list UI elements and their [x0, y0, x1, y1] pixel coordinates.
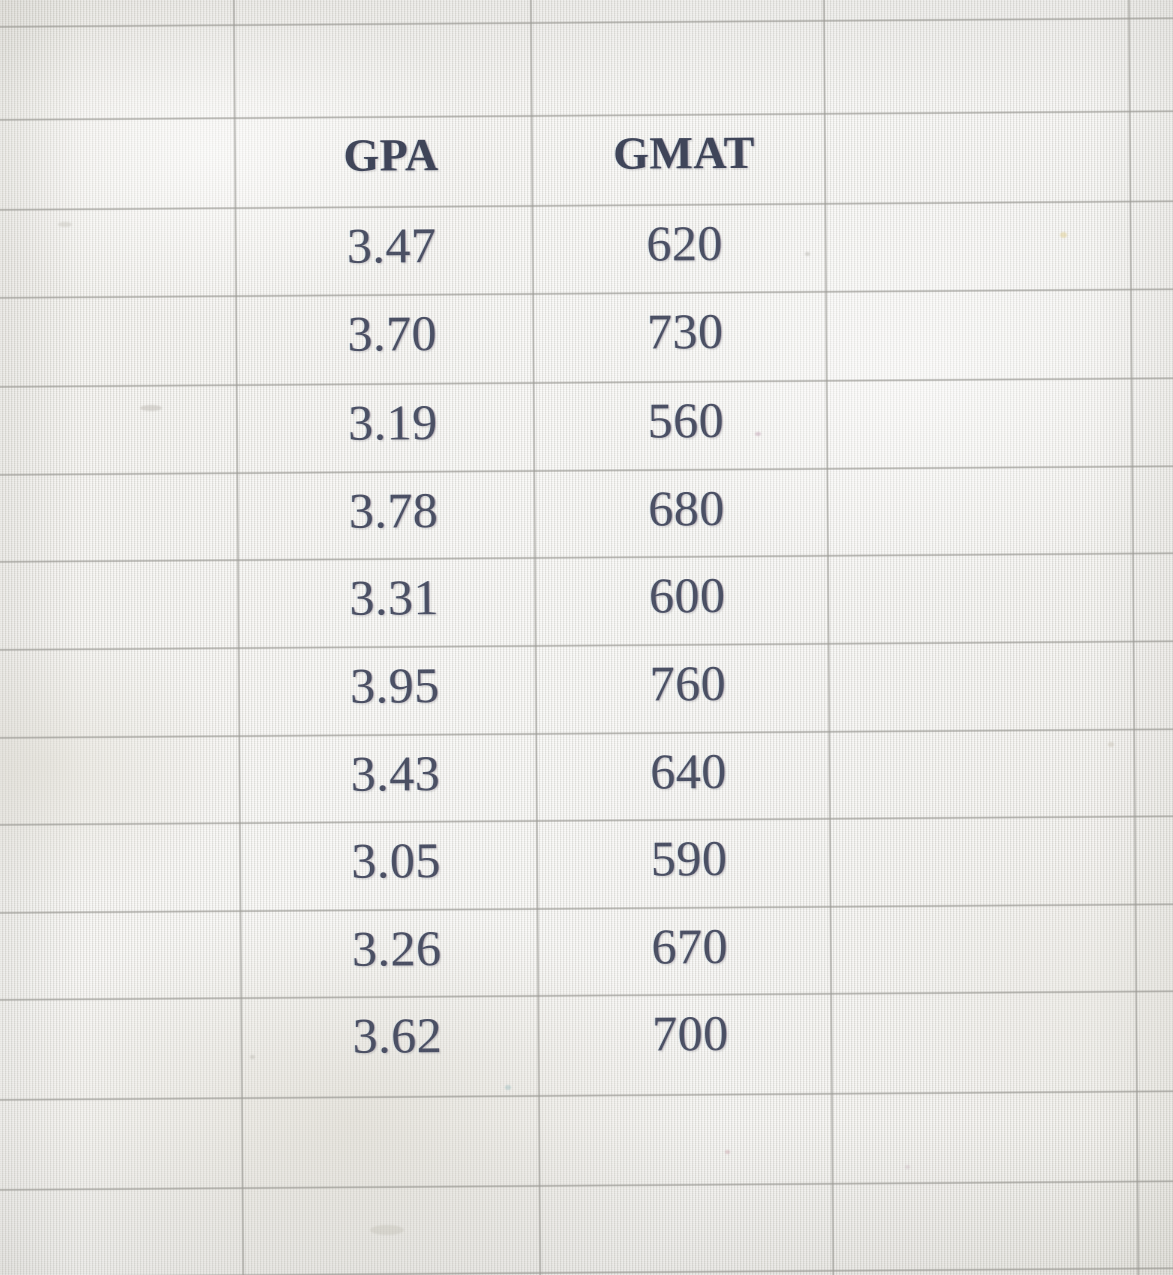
paper-fleck: [58, 222, 72, 227]
table-cell-gpa: 3.95: [349, 657, 440, 714]
table-cell-gmat: 760: [649, 654, 727, 712]
table-cell-gpa: 3.47: [346, 217, 437, 274]
paper-fleck: [755, 432, 761, 436]
paper-fleck: [1108, 742, 1114, 747]
table-cell-gmat: 600: [648, 566, 726, 624]
paper-fleck: [725, 1150, 730, 1154]
table-cell-gpa: 3.05: [351, 832, 442, 889]
column-header-gpa: GPA: [343, 129, 439, 181]
table-cell-gmat: 680: [648, 479, 726, 537]
table-cell-gpa: 3.31: [349, 569, 440, 626]
table-cell-gmat: 730: [646, 302, 724, 360]
table-cell-gmat: 590: [650, 829, 728, 887]
paper-fleck: [1060, 232, 1067, 238]
paper-fleck: [805, 252, 810, 256]
table-cell-gmat: 640: [650, 742, 727, 800]
table-cell-gpa: 3.26: [351, 920, 442, 977]
table-cell-gpa: 3.62: [352, 1007, 443, 1064]
table-cell-gpa: 3.19: [347, 394, 438, 451]
table-cell-gpa: 3.70: [347, 305, 438, 362]
table-cell-gmat: 620: [646, 214, 724, 272]
table-cell-gmat: 560: [647, 391, 725, 449]
paper-fleck: [370, 1225, 404, 1235]
table-cell-gmat: 700: [651, 1004, 729, 1062]
paper-fleck: [905, 1165, 910, 1169]
table-cell-gpa: 3.78: [348, 482, 439, 539]
paper-fleck: [250, 1055, 255, 1059]
paper-fleck: [505, 1085, 511, 1090]
paper-fleck: [140, 405, 162, 411]
table-cell-gmat: 670: [651, 917, 729, 975]
column-header-gmat: GMAT: [612, 126, 755, 179]
table-cell-gpa: 3.43: [350, 745, 441, 802]
